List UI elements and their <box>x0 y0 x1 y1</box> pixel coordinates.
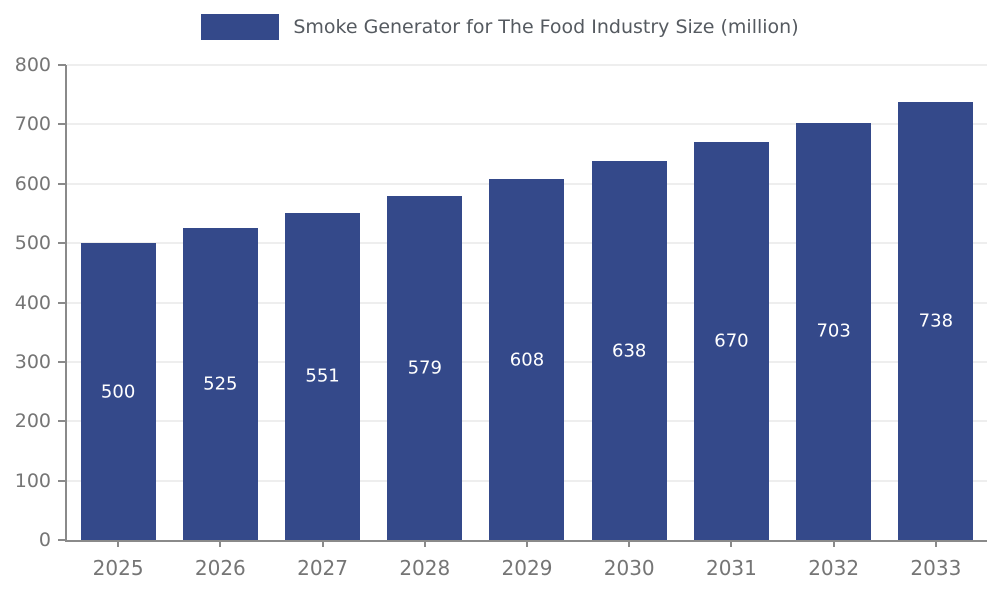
x-tick-mark <box>423 540 426 547</box>
y-tick-label: 800 <box>14 54 51 76</box>
x-tick-label: 2025 <box>92 556 144 580</box>
y-tick-label: 700 <box>14 113 51 136</box>
bar: 579 <box>387 196 463 540</box>
legend-swatch <box>201 14 280 40</box>
bar: 670 <box>693 142 769 540</box>
y-tick-mark <box>58 301 66 304</box>
x-tick-mark <box>321 540 324 547</box>
x-tick-mark <box>628 540 631 547</box>
x-tick-label: 2033 <box>910 556 962 580</box>
y-tick-label: 200 <box>14 410 51 433</box>
bar: 500 <box>80 243 156 540</box>
x-tick-mark <box>219 540 222 547</box>
y-tick-mark <box>58 123 66 126</box>
y-tick-label: 400 <box>14 291 51 314</box>
bar: 551 <box>285 212 361 540</box>
y-tick-mark <box>58 360 66 363</box>
gridline <box>67 64 987 66</box>
bar-slot: 638 <box>591 65 667 540</box>
bars-container: 500 525 551 579 608 638 670 703 738 <box>67 65 987 540</box>
bar-slot: 670 <box>693 65 769 540</box>
bar: 608 <box>489 179 565 540</box>
y-tick-mark <box>58 242 66 245</box>
bar-value-label: 703 <box>816 320 851 342</box>
gridline <box>67 123 987 125</box>
bar-slot: 579 <box>387 65 463 540</box>
plot-area: 0 100 200 300 400 500 600 700 800 500 525 551 579 60… <box>15 54 987 580</box>
y-tick-mark <box>58 182 66 185</box>
bar-value-label: 670 <box>714 330 749 352</box>
y-tick-label: 600 <box>14 172 51 195</box>
x-tick-mark <box>526 540 528 547</box>
bar: 638 <box>591 161 667 540</box>
bar-value-label: 608 <box>509 349 545 370</box>
y-tick-label: 0 <box>38 529 51 551</box>
y-tick-mark <box>58 479 66 482</box>
x-tick-label: 2030 <box>603 556 655 580</box>
bar: 738 <box>898 101 974 540</box>
bar-slot: 608 <box>489 65 565 540</box>
bar-slot: 525 <box>182 65 258 540</box>
bar-slot: 551 <box>285 65 361 540</box>
x-tick-mark <box>117 540 120 547</box>
bar-value-label: 638 <box>612 340 647 362</box>
bar-value-label: 551 <box>305 365 340 387</box>
bar-value-label: 579 <box>407 357 442 379</box>
bar-value-label: 500 <box>100 381 136 403</box>
x-tick-label: 2031 <box>705 556 757 580</box>
y-tick-mark <box>58 64 66 66</box>
bar-value-label: 525 <box>203 373 238 395</box>
bar-slot: 703 <box>796 65 872 540</box>
chart-title: Smoke Generator for The Food Industry Si… <box>293 16 799 38</box>
bar: 525 <box>182 228 258 540</box>
y-tick-mark <box>58 539 66 541</box>
y-tick-label: 100 <box>14 469 51 492</box>
x-tick-mark <box>934 540 937 547</box>
y-tick-label: 500 <box>14 232 51 255</box>
x-tick-label: 2027 <box>297 556 348 580</box>
x-tick-mark <box>730 540 733 547</box>
bar-slot: 500 <box>80 65 156 540</box>
bar: 703 <box>796 122 872 540</box>
x-axis-labels: 2025 2026 2027 2028 2029 2030 2031 2032 2033 <box>67 540 987 580</box>
x-tick-mark <box>832 540 835 547</box>
bar-slot: 738 <box>898 65 974 540</box>
x-tick-label: 2026 <box>194 556 246 580</box>
y-tick-mark <box>58 420 66 423</box>
x-tick-label: 2028 <box>399 556 451 580</box>
x-tick-label: 2029 <box>501 556 553 580</box>
bar-value-label: 738 <box>918 310 954 332</box>
x-tick-label: 2032 <box>808 556 860 580</box>
y-tick-label: 300 <box>14 350 51 373</box>
chart-legend: Smoke Generator for The Food Industry Si… <box>0 14 1000 40</box>
